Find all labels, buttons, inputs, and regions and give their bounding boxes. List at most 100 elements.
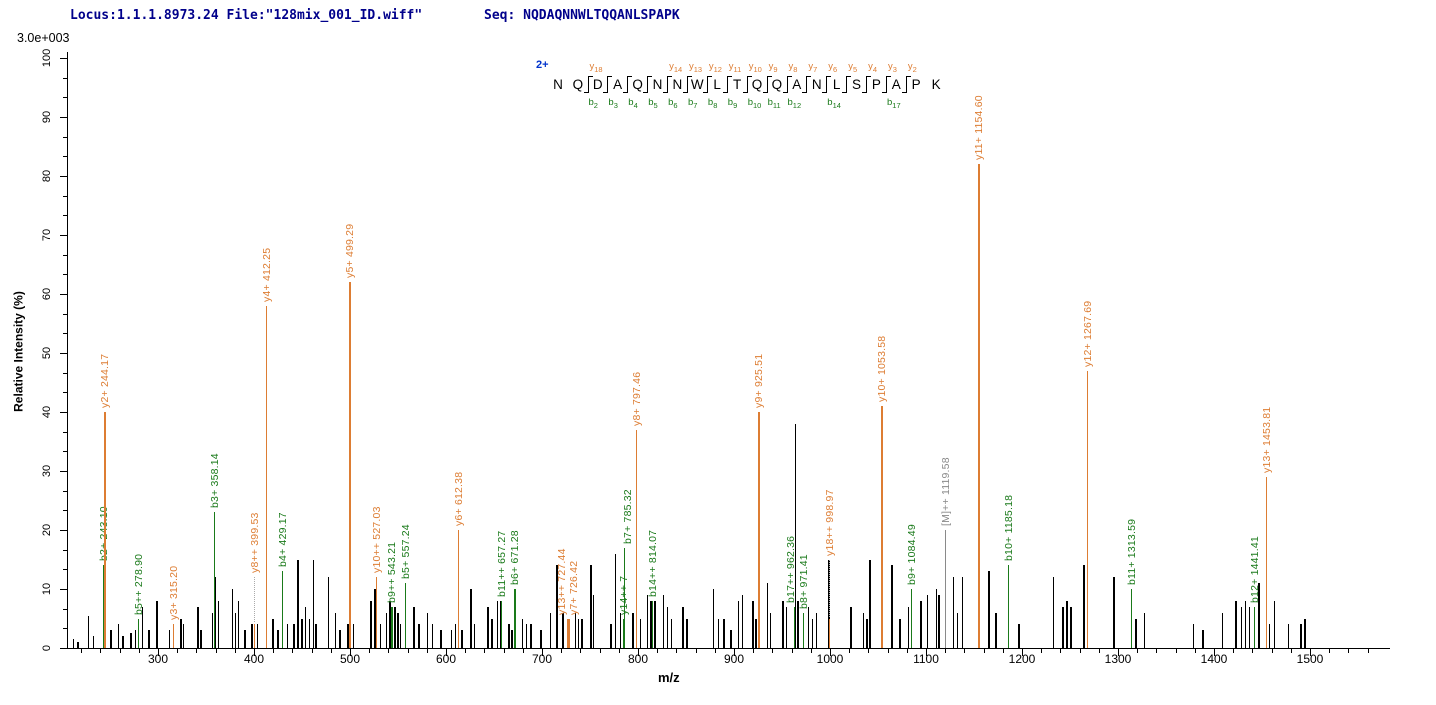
peak-label: b9++ 543.21 bbox=[386, 541, 399, 603]
b-ion-label: b14 bbox=[827, 97, 841, 110]
peak bbox=[312, 559, 315, 648]
y-ion-label: y10 bbox=[748, 61, 762, 74]
x-axis-major-tick bbox=[254, 649, 255, 656]
sequence-residue: W bbox=[690, 77, 704, 92]
peak bbox=[1192, 624, 1195, 648]
peak bbox=[577, 618, 580, 648]
y-axis-minor-tick bbox=[63, 274, 67, 276]
x-axis-major-tick bbox=[542, 649, 543, 656]
peak bbox=[961, 577, 964, 648]
labeled-peak bbox=[104, 412, 106, 648]
labeled-peak bbox=[568, 618, 570, 648]
peak bbox=[1304, 618, 1306, 648]
x-axis-minor-tick bbox=[868, 649, 870, 653]
peak bbox=[891, 565, 893, 648]
y-axis-major-tick bbox=[60, 176, 67, 177]
label-connector bbox=[253, 577, 255, 623]
y-axis-tick-label: 100 bbox=[41, 48, 53, 68]
x-axis-tick-label: 900 bbox=[723, 652, 745, 666]
b-ion-label: b8 bbox=[707, 97, 718, 110]
peak-label: y9+ 925.51 bbox=[753, 353, 766, 408]
peak bbox=[815, 612, 818, 648]
x-axis-major-tick bbox=[158, 649, 159, 656]
y-axis-minor-tick bbox=[63, 333, 67, 335]
peak-label: b5++ 278.90 bbox=[132, 553, 145, 615]
x-axis-minor-tick bbox=[887, 649, 889, 653]
peak bbox=[72, 639, 75, 648]
y-axis-minor-tick bbox=[63, 451, 67, 453]
labeled-peak bbox=[265, 305, 268, 648]
x-axis-minor-tick bbox=[1348, 649, 1350, 653]
peak bbox=[938, 594, 940, 648]
sequence-residue: Q bbox=[572, 77, 584, 92]
x-axis-minor-tick bbox=[1271, 649, 1273, 653]
y-axis-tick-label: 60 bbox=[41, 287, 53, 301]
x-axis-tick-label: 1000 bbox=[816, 652, 844, 666]
peak bbox=[952, 577, 955, 648]
x-axis-major-tick bbox=[1022, 649, 1023, 656]
locus-file-header: Locus:1.1.1.8973.24 File:"128mix_001_ID.… bbox=[70, 8, 423, 23]
x-axis-minor-tick bbox=[676, 649, 678, 653]
peak bbox=[370, 600, 372, 648]
x-axis-major-tick bbox=[926, 649, 927, 656]
x-axis-tick-label: 1400 bbox=[1200, 652, 1228, 666]
peak-label: y8+ 797.46 bbox=[630, 371, 643, 426]
x-axis-minor-tick bbox=[426, 649, 428, 653]
sequence-residue: N bbox=[672, 77, 683, 92]
x-axis-minor-tick bbox=[1060, 649, 1062, 653]
y-axis-tick-label: 90 bbox=[41, 110, 53, 124]
labeled-peak bbox=[567, 618, 569, 648]
x-axis-major-tick bbox=[1310, 649, 1311, 656]
x-axis-minor-tick bbox=[695, 649, 697, 653]
y-axis-minor-tick bbox=[63, 215, 67, 217]
peak bbox=[752, 600, 754, 648]
peak bbox=[614, 553, 617, 648]
sequence-residue: D bbox=[592, 77, 603, 92]
x-axis-major-tick bbox=[350, 649, 351, 656]
peak bbox=[682, 606, 684, 648]
peak-label: b11++ 657.27 bbox=[495, 530, 508, 597]
y-axis-minor-tick bbox=[63, 254, 67, 256]
y-axis-major-tick bbox=[60, 648, 67, 649]
x-axis-minor-tick bbox=[1175, 649, 1177, 653]
peak bbox=[470, 589, 472, 648]
peak-label: b7+ 785.32 bbox=[621, 488, 634, 544]
x-axis-major-tick bbox=[1118, 649, 1119, 656]
y-axis-minor-tick bbox=[63, 392, 67, 394]
peak bbox=[389, 600, 391, 648]
peak bbox=[610, 624, 612, 648]
x-axis-minor-tick bbox=[1002, 649, 1004, 653]
x-axis-minor-tick bbox=[561, 649, 563, 653]
peak bbox=[807, 606, 810, 648]
peak-label: b8+ 971.41 bbox=[797, 553, 810, 609]
labeled-peak bbox=[514, 589, 516, 648]
y-axis-title: Relative Intensity (%) bbox=[11, 291, 26, 412]
peak bbox=[530, 624, 532, 648]
peak bbox=[168, 630, 171, 648]
peak bbox=[231, 589, 234, 648]
labeled-peak bbox=[944, 530, 947, 648]
x-axis-tick-label: 1500 bbox=[1296, 652, 1324, 666]
peak bbox=[1113, 577, 1115, 648]
peak bbox=[828, 559, 830, 648]
sequence-residue: N bbox=[553, 77, 563, 92]
y-axis-minor-tick bbox=[63, 569, 67, 571]
y-axis-tick-label: 70 bbox=[41, 228, 53, 242]
peak-label: y4+ 412.25 bbox=[260, 247, 273, 302]
peak bbox=[1083, 565, 1085, 648]
peak bbox=[592, 594, 595, 648]
y-axis-major-tick bbox=[60, 294, 67, 295]
labeled-peak bbox=[635, 429, 637, 648]
x-axis-major-tick bbox=[638, 649, 639, 656]
peak-label: y13+ 1453.81 bbox=[1260, 406, 1273, 473]
x-axis-minor-tick bbox=[618, 649, 620, 653]
peak bbox=[117, 624, 120, 648]
peak bbox=[850, 606, 852, 648]
y-axis-minor-tick bbox=[63, 372, 67, 374]
peak bbox=[1062, 606, 1064, 648]
labeled-peak bbox=[137, 618, 140, 648]
y-axis-minor-tick bbox=[63, 313, 67, 315]
peak bbox=[574, 612, 577, 648]
x-axis-minor-tick bbox=[657, 649, 659, 653]
peak bbox=[766, 583, 769, 648]
